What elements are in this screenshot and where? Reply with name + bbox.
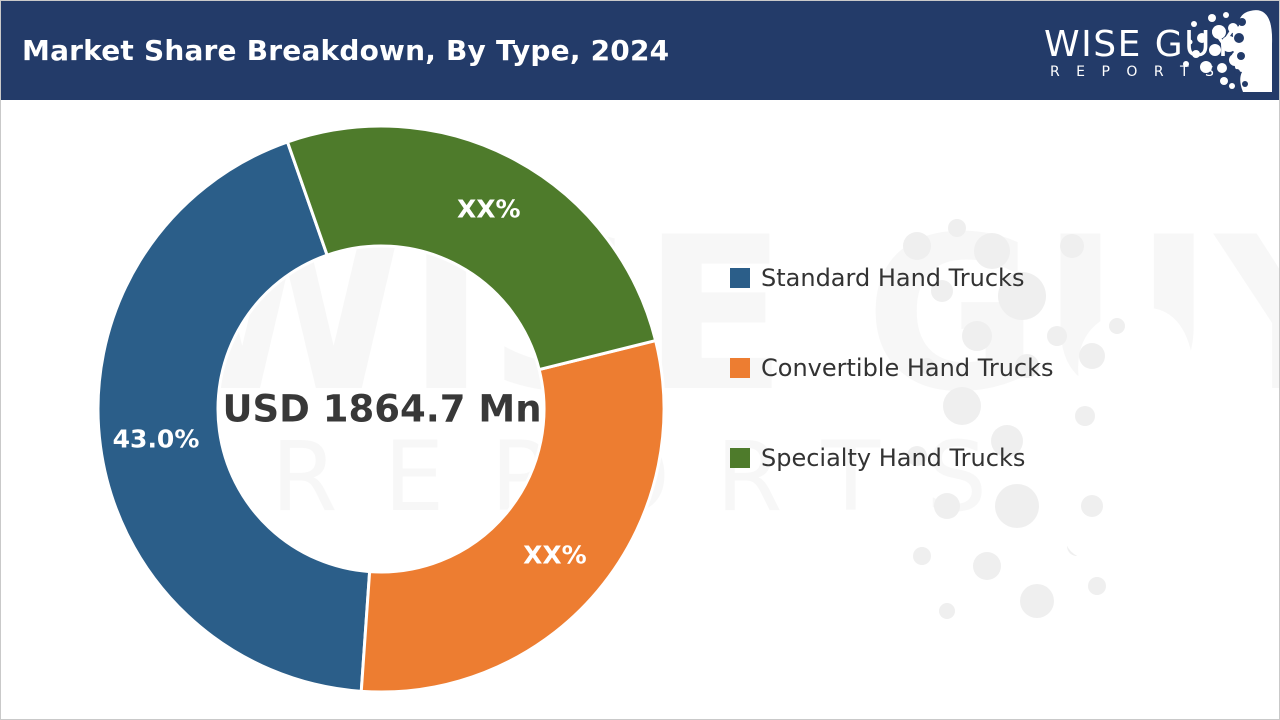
wise-guy-reports-logo: WISE GUY R E P O R T S	[1044, 10, 1273, 92]
logo-face-silhouette	[1230, 10, 1273, 92]
legend-label: Standard Hand Trucks	[761, 264, 1025, 292]
page-title: Market Share Breakdown, By Type, 2024	[22, 33, 670, 67]
slice-label-standard: 43.0%	[112, 424, 200, 454]
watermark-face-silhouette	[1042, 307, 1197, 626]
slice-convertible-hand-trucks	[359, 339, 666, 694]
logo-face-holes	[1234, 18, 1248, 87]
legend-label: Convertible Hand Trucks	[761, 354, 1054, 382]
header-bar: Market Share Breakdown, By Type, 2024 WI…	[1, 1, 1279, 100]
slice-standard-hand-trucks	[96, 140, 372, 693]
slice-label-specialty: XX%	[456, 194, 521, 224]
donut-chart	[96, 124, 666, 694]
legend-swatch-green	[730, 448, 750, 468]
logo-dots	[1183, 12, 1241, 89]
legend-item-specialty: Specialty Hand Trucks	[730, 444, 1025, 472]
donut-center-value: USD 1864.7 Mn	[222, 387, 542, 431]
slice-specialty-hand-trucks	[285, 124, 658, 372]
legend-label: Specialty Hand Trucks	[761, 444, 1026, 472]
legend-item-convertible: Convertible Hand Trucks	[730, 354, 1054, 382]
legend-swatch-blue	[730, 268, 750, 288]
slice-label-convertible: XX%	[523, 540, 587, 570]
logo-subtext: R E P O R T S	[1050, 64, 1220, 80]
logo-wordmark: WISE GUY	[1044, 24, 1236, 65]
legend-item-standard: Standard Hand Trucks	[730, 264, 1024, 292]
legend-swatch-orange	[730, 358, 750, 378]
watermark-face-dots	[903, 219, 1197, 626]
